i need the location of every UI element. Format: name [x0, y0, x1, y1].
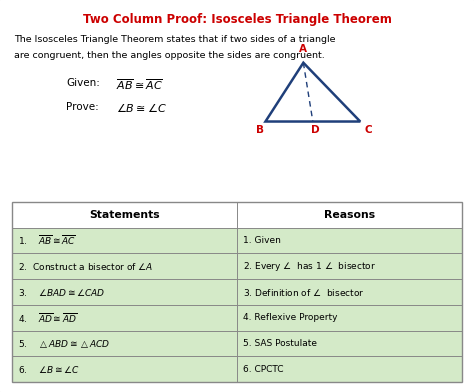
- Bar: [12, 305, 462, 331]
- Text: 2. Every $\angle$  has 1 $\angle$  bisector: 2. Every $\angle$ has 1 $\angle$ bisecto…: [243, 260, 376, 273]
- Bar: [12, 356, 462, 382]
- Bar: [12, 202, 462, 228]
- Text: B: B: [256, 125, 264, 136]
- Text: Given:: Given:: [66, 78, 100, 89]
- Text: D: D: [311, 125, 319, 136]
- Text: A: A: [300, 44, 307, 54]
- Text: Statements: Statements: [89, 210, 160, 220]
- Text: 2.  Construct a bisector of $\angle A$: 2. Construct a bisector of $\angle A$: [18, 261, 153, 272]
- Text: C: C: [365, 125, 373, 136]
- Text: 6. CPCTC: 6. CPCTC: [243, 365, 283, 374]
- Text: 1. Given: 1. Given: [243, 236, 281, 245]
- Text: Two Column Proof: Isosceles Triangle Theorem: Two Column Proof: Isosceles Triangle The…: [82, 13, 392, 25]
- Text: $\angle B \cong \angle C$: $\angle B \cong \angle C$: [116, 101, 167, 114]
- Text: Prove:: Prove:: [66, 102, 99, 112]
- Bar: [12, 202, 462, 382]
- Bar: [12, 279, 462, 305]
- Text: 3.    $\angle BAD \cong \angle CAD$: 3. $\angle BAD \cong \angle CAD$: [18, 287, 105, 298]
- Text: Reasons: Reasons: [324, 210, 375, 220]
- Bar: [12, 253, 462, 279]
- Text: 3. Definition of $\angle$  bisector: 3. Definition of $\angle$ bisector: [243, 287, 364, 298]
- Text: 5. SAS Postulate: 5. SAS Postulate: [243, 339, 317, 348]
- Text: $\overline{AB} \cong \overline{AC}$: $\overline{AB} \cong \overline{AC}$: [116, 77, 163, 92]
- Bar: [12, 228, 462, 253]
- Text: 4.    $\overline{AD} \cong \overline{AD}$: 4. $\overline{AD} \cong \overline{AD}$: [18, 311, 77, 325]
- Text: 5.    $\triangle ABD \cong \triangle ACD$: 5. $\triangle ABD \cong \triangle ACD$: [18, 338, 109, 350]
- Text: are congruent, then the angles opposite the sides are congruent.: are congruent, then the angles opposite …: [14, 51, 325, 60]
- Text: 6.    $\angle B \cong \angle C$: 6. $\angle B \cong \angle C$: [18, 364, 79, 375]
- Text: 4. Reflexive Property: 4. Reflexive Property: [243, 313, 337, 322]
- Text: 1.    $\overline{AB} \cong \overline{AC}$: 1. $\overline{AB} \cong \overline{AC}$: [18, 234, 75, 247]
- Text: The Isosceles Triangle Theorem states that if two sides of a triangle: The Isosceles Triangle Theorem states th…: [14, 35, 336, 44]
- Bar: [12, 331, 462, 356]
